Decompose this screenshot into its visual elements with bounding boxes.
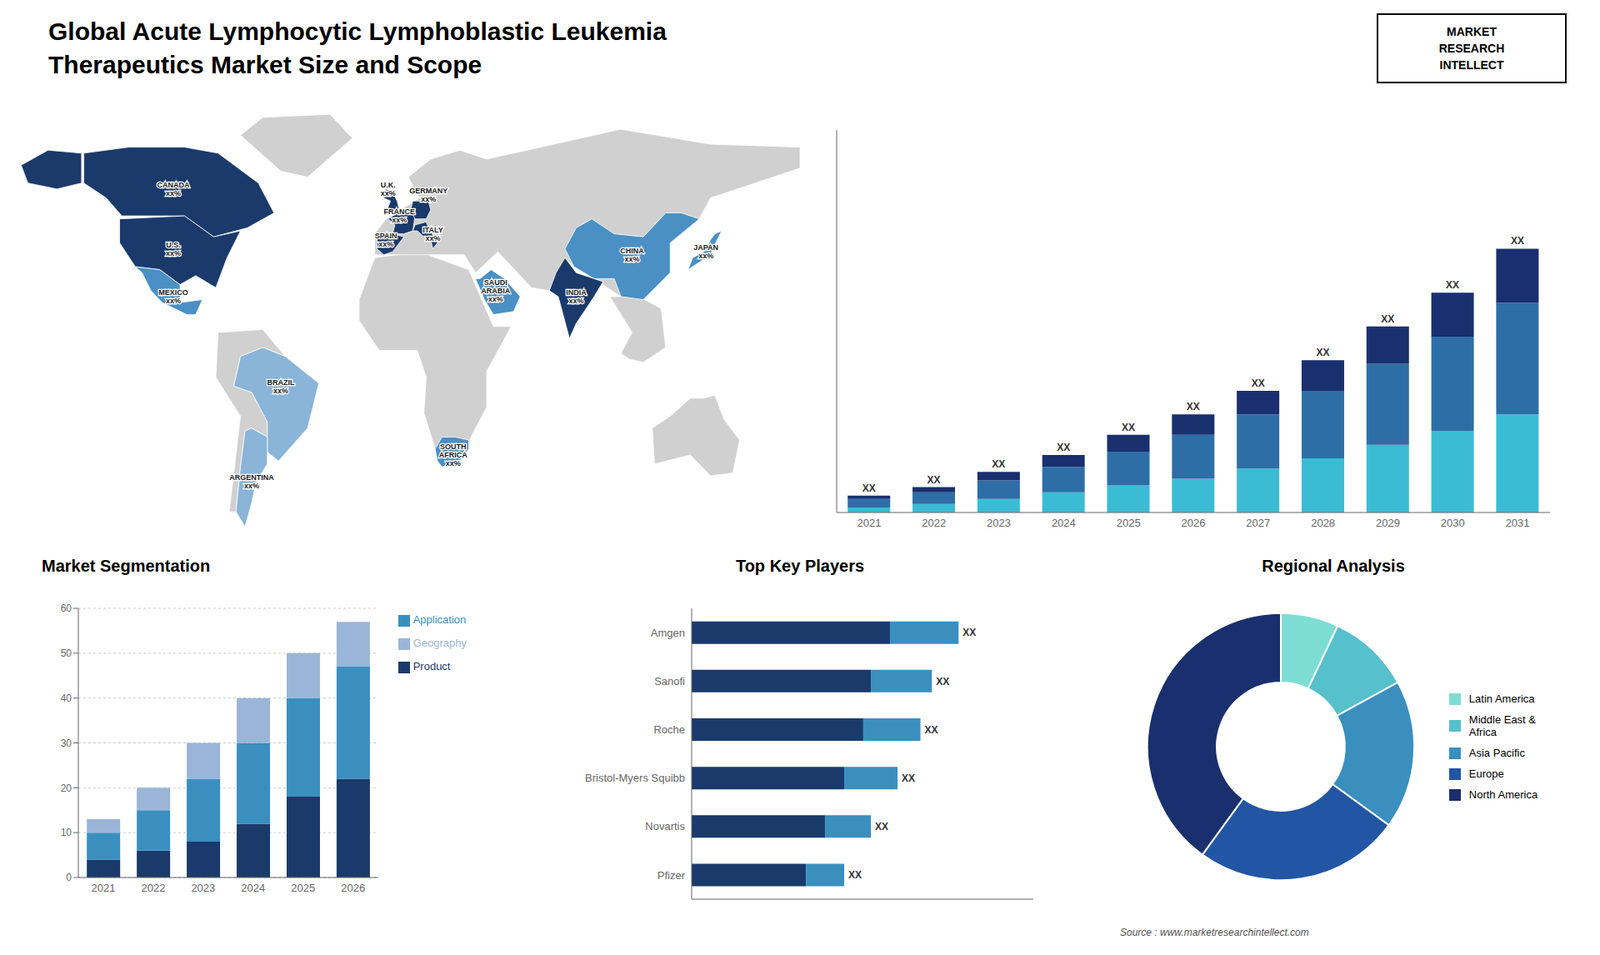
svg-text:Novartis: Novartis — [645, 820, 685, 833]
svg-text:2030: 2030 — [1440, 516, 1465, 530]
svg-text:XX: XX — [1445, 279, 1460, 291]
svg-text:INDIAxx%: INDIAxx% — [565, 288, 587, 305]
svg-text:XX: XX — [1510, 235, 1525, 247]
svg-text:CHINAxx%: CHINAxx% — [620, 246, 645, 264]
svg-text:JAPANxx%: JAPANxx% — [693, 243, 719, 260]
svg-text:50: 50 — [60, 647, 73, 660]
svg-text:2027: 2027 — [1245, 516, 1270, 530]
svg-text:XX: XX — [862, 482, 876, 495]
svg-text:2023: 2023 — [190, 881, 215, 895]
html-text:Europe: Europe — [1469, 767, 1504, 780]
html-text:Therapeutics Market Size and S: Therapeutics Market Size and Scope — [48, 50, 482, 79]
svg-text:2025: 2025 — [290, 881, 315, 895]
svg-text:2026: 2026 — [340, 881, 365, 895]
svg-text:XX: XX — [1315, 346, 1330, 359]
html-text:Top Key Players: Top Key Players — [735, 556, 865, 575]
svg-text:U.K.xx%: U.K.xx% — [380, 180, 396, 198]
svg-text:BRAZILxx%: BRAZILxx% — [266, 378, 295, 395]
html-text:Asia Pacific: Asia Pacific — [1469, 746, 1525, 760]
svg-text:SAUDIARABIAxx%: SAUDIARABIAxx% — [480, 278, 510, 304]
svg-text:Bristol-Myers Squibb: Bristol-Myers Squibb — [585, 771, 685, 785]
svg-text:XX: XX — [935, 675, 950, 688]
svg-text:XX: XX — [901, 772, 915, 785]
svg-text:2031: 2031 — [1505, 516, 1530, 530]
svg-text:2021: 2021 — [91, 881, 116, 895]
svg-text:Sanofi: Sanofi — [654, 675, 685, 688]
svg-text:2023: 2023 — [986, 516, 1011, 530]
svg-text:SPAINxx%: SPAINxx% — [375, 231, 398, 249]
html-text:Latin America: Latin America — [1469, 692, 1535, 705]
svg-text:40: 40 — [60, 692, 73, 705]
svg-text:CANADAxx%: CANADAxx% — [157, 180, 190, 198]
svg-text:60: 60 — [60, 602, 73, 615]
svg-text:XX: XX — [875, 820, 889, 833]
svg-text:FRANCExx%: FRANCExx% — [384, 207, 416, 225]
html-text:Middle East & Africa: Middle East & Africa — [1469, 713, 1536, 739]
svg-text:2026: 2026 — [1181, 516, 1206, 530]
svg-text:XX: XX — [1186, 400, 1200, 413]
svg-text:2022: 2022 — [140, 881, 165, 895]
html-text:Application: Application — [413, 613, 467, 626]
svg-text:ITALYxx%: ITALYxx% — [422, 225, 444, 243]
svg-text:Roche: Roche — [653, 723, 685, 736]
svg-text:XX: XX — [1251, 377, 1265, 390]
svg-text:MEXICOxx%: MEXICOxx% — [158, 288, 189, 305]
svg-text:GERMANYxx%: GERMANYxx% — [409, 186, 448, 204]
html-text:North America: North America — [1469, 788, 1538, 801]
html-text:Global Acute Lymphocytic Lymph: Global Acute Lymphocytic Lymphoblastic L… — [48, 17, 667, 45]
svg-text:U.S.xx%: U.S.xx% — [165, 240, 181, 258]
svg-text:2024: 2024 — [1051, 516, 1076, 530]
svg-text:Amgen: Amgen — [650, 626, 685, 640]
svg-text:10: 10 — [60, 826, 73, 839]
svg-text:2021: 2021 — [856, 516, 881, 530]
svg-text:Pfizer: Pfizer — [657, 869, 686, 882]
svg-text:2029: 2029 — [1375, 516, 1400, 530]
svg-text:SOUTHAFRICAxx%: SOUTHAFRICAxx% — [439, 442, 468, 468]
html-text:Regional Analysis: Regional Analysis — [1261, 556, 1405, 575]
svg-text:XX: XX — [1056, 441, 1070, 454]
svg-text:XX: XX — [925, 724, 939, 736]
html-text:Market Segmentation: Market Segmentation — [41, 556, 211, 575]
html-text:MARKET RESEARCH INTELLECT: MARKET RESEARCH INTELLECT — [1438, 25, 1505, 72]
svg-text:XX: XX — [1121, 421, 1135, 434]
svg-text:ARGENTINAxx%: ARGENTINAxx% — [229, 473, 275, 490]
html-text:Product: Product — [413, 660, 451, 673]
svg-text:XX: XX — [1380, 313, 1395, 325]
svg-text:2022: 2022 — [921, 516, 946, 530]
svg-text:XX: XX — [927, 474, 941, 486]
svg-text:2028: 2028 — [1310, 516, 1335, 530]
html-text:Source : www.marketresearchint: Source : www.marketresearchintellect.com — [1120, 926, 1309, 939]
svg-text:XX: XX — [991, 458, 1005, 470]
svg-text:0: 0 — [65, 871, 72, 884]
svg-text:XX: XX — [962, 626, 976, 639]
svg-text:20: 20 — [60, 782, 73, 795]
svg-text:XX: XX — [848, 869, 862, 881]
svg-text:30: 30 — [60, 737, 73, 750]
svg-text:2024: 2024 — [240, 881, 265, 895]
html-text:Geography: Geography — [413, 636, 467, 650]
svg-text:2025: 2025 — [1116, 516, 1141, 530]
